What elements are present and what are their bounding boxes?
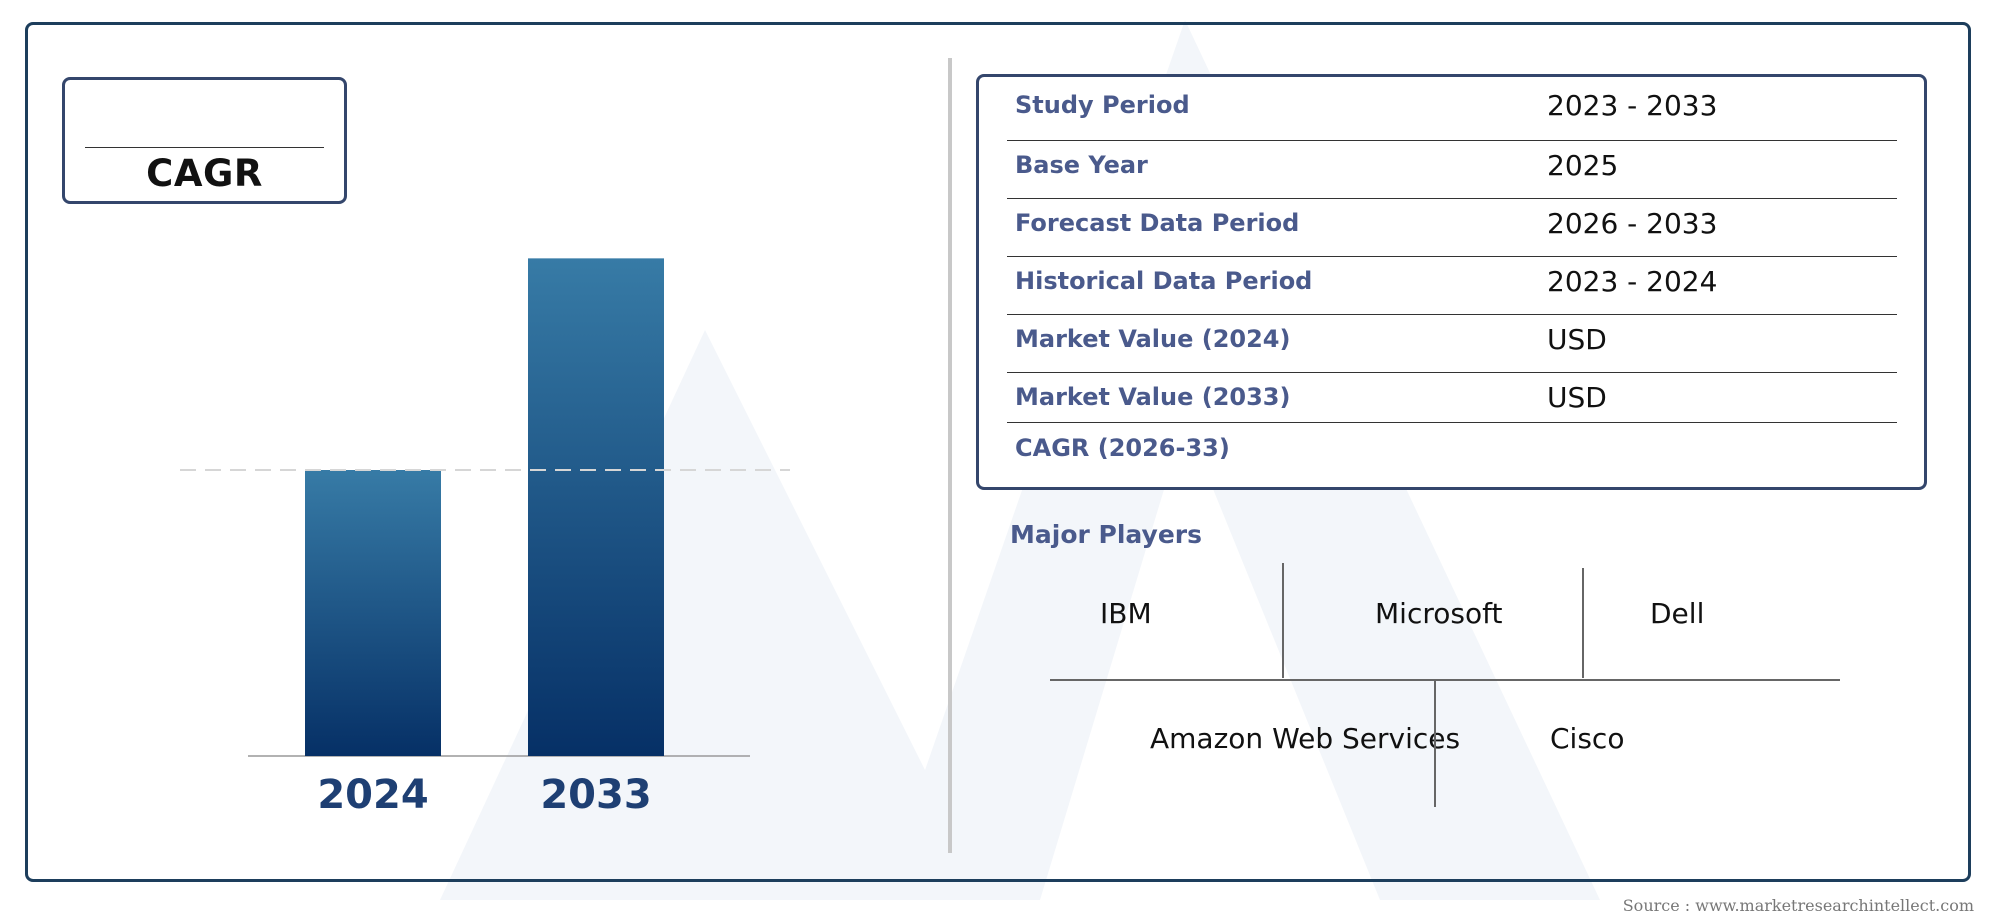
info-value: USD [1547, 323, 1607, 356]
info-label: Market Value (2024) [1015, 325, 1291, 353]
cagr-divider [85, 147, 324, 148]
vertical-divider [948, 58, 952, 853]
bar-chart: 2024 2033 [180, 258, 790, 818]
x-tick-label: 2024 [317, 772, 428, 818]
players-divider-2 [1582, 568, 1584, 678]
info-label: Historical Data Period [1015, 267, 1313, 295]
info-value: 2023 - 2033 [1547, 89, 1718, 122]
info-row: Historical Data Period 2023 - 2024 [1007, 265, 1897, 315]
player-cisco: Cisco [1550, 722, 1625, 755]
outer-frame [25, 22, 1971, 882]
row-separator [1007, 422, 1897, 423]
bar-2024 [305, 470, 441, 756]
info-row: Forecast Data Period 2026 - 2033 [1007, 207, 1897, 257]
info-label: Forecast Data Period [1015, 209, 1300, 237]
player-dell: Dell [1650, 597, 1705, 630]
player-ibm: IBM [1100, 597, 1152, 630]
info-value: 2026 - 2033 [1547, 207, 1718, 240]
player-microsoft: Microsoft [1375, 597, 1503, 630]
info-value: USD [1547, 381, 1607, 414]
player-aws: Amazon Web Services [1150, 722, 1461, 755]
row-separator [1007, 256, 1897, 257]
cagr-label: CAGR [146, 152, 263, 195]
players-divider-1 [1282, 563, 1284, 678]
info-label: Market Value (2033) [1015, 383, 1291, 411]
info-value: 2023 - 2024 [1547, 265, 1718, 298]
info-row: Market Value (2024) USD [1007, 323, 1897, 373]
info-value: 2025 [1547, 149, 1619, 182]
row-separator [1007, 314, 1897, 315]
source-note: Source : www.marketresearchintellect.com [1622, 896, 1974, 915]
row-separator [1007, 140, 1897, 141]
info-row: Base Year 2025 [1007, 149, 1897, 199]
row-separator [1007, 198, 1897, 199]
info-table: Study Period 2023 - 2033 Base Year 2025 Fore… [976, 74, 1927, 490]
info-row: CAGR (2026-33) [1007, 434, 1897, 482]
row-separator [1007, 372, 1897, 373]
players-divider-row [1050, 679, 1840, 681]
info-label: Base Year [1015, 151, 1148, 179]
info-label: CAGR (2026-33) [1015, 434, 1230, 462]
bar-2033 [528, 258, 664, 756]
x-tick-label: 2033 [540, 772, 651, 818]
info-label: Study Period [1015, 91, 1190, 119]
players-divider-3 [1434, 680, 1436, 807]
info-row: Study Period 2023 - 2033 [1007, 89, 1897, 141]
cagr-box: CAGR [62, 77, 347, 204]
major-players-title: Major Players [1010, 520, 1202, 549]
info-row: Market Value (2033) USD [1007, 381, 1897, 423]
